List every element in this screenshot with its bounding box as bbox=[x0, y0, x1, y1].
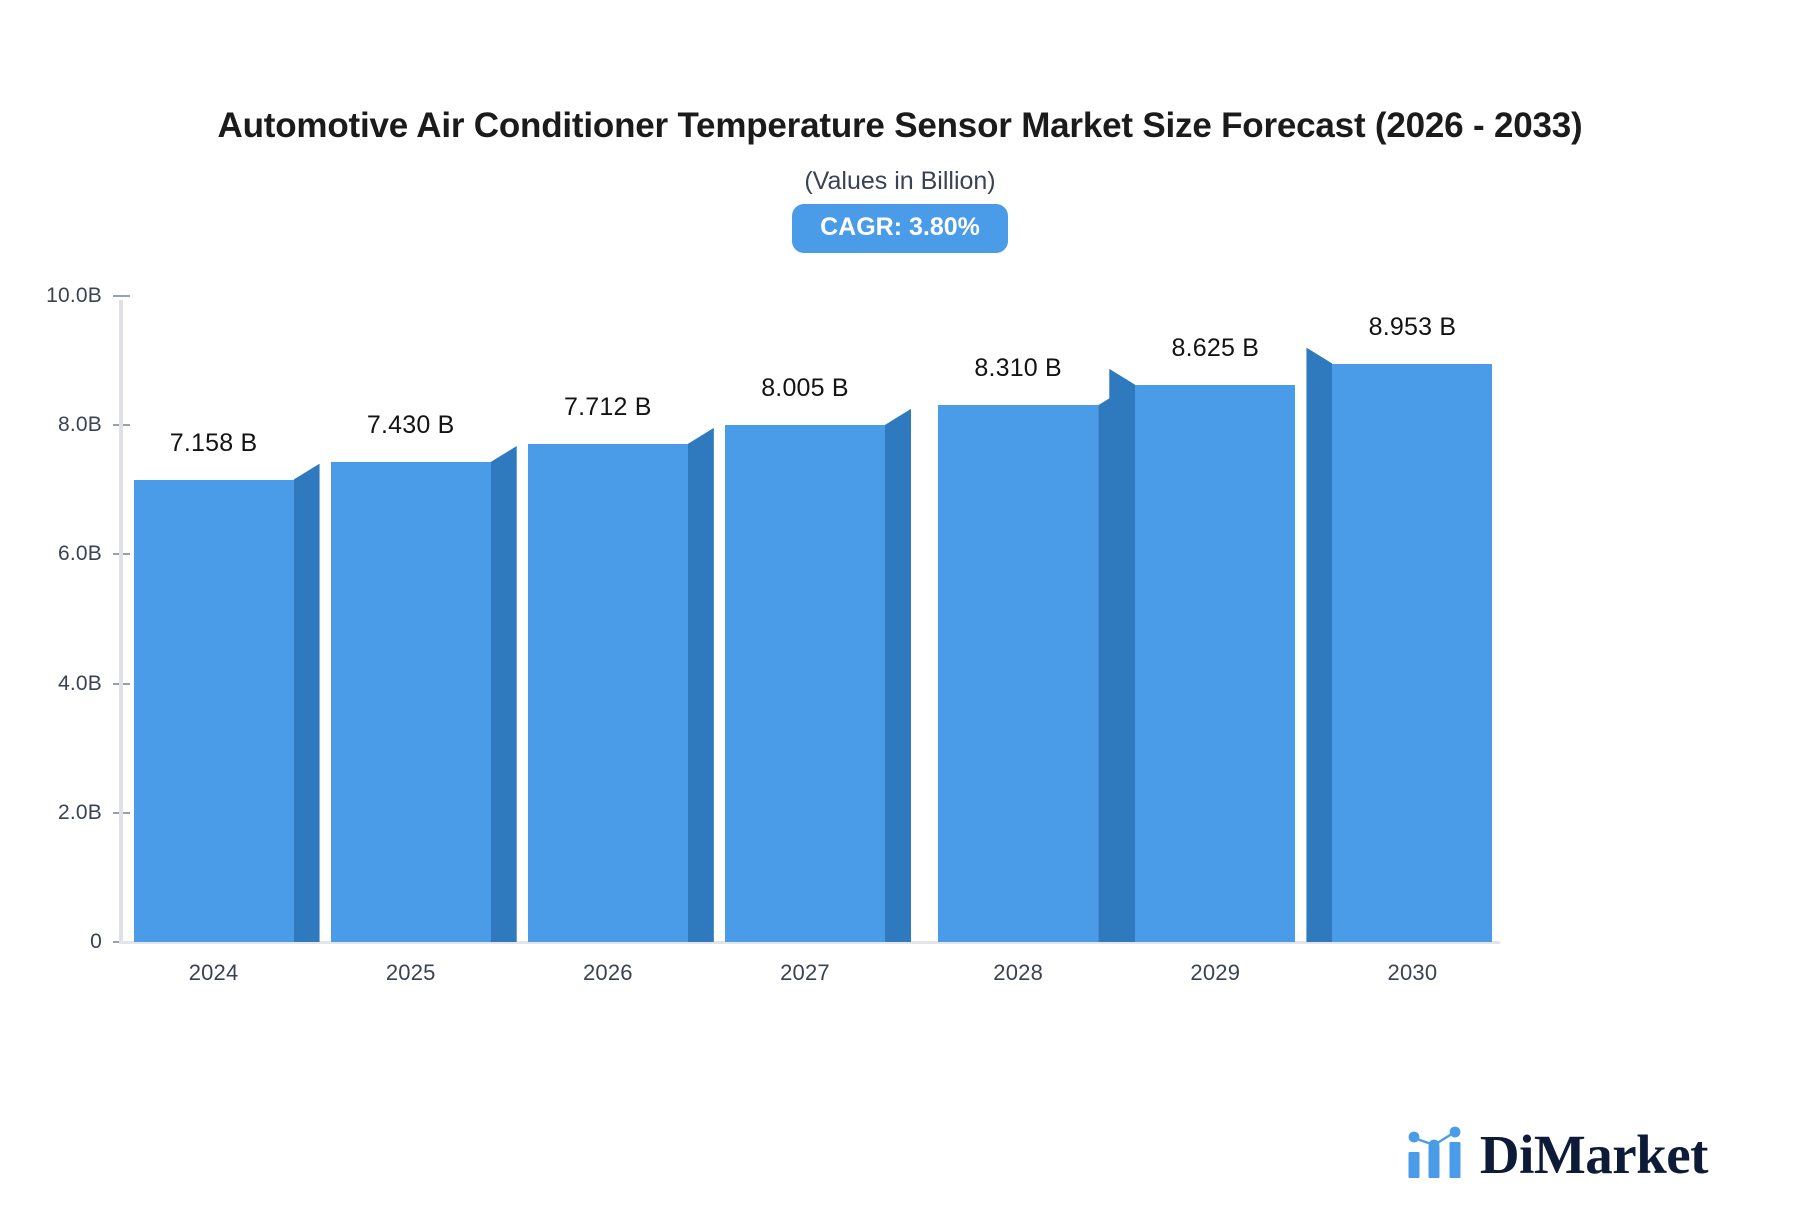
bar-side-face bbox=[1306, 347, 1333, 942]
bar-column[interactable]: 8.953 B bbox=[1306, 296, 1493, 942]
x-axis-tick-label: 2025 bbox=[385, 960, 436, 985]
bar-side-face bbox=[885, 408, 911, 942]
bar-column[interactable]: 7.712 B bbox=[527, 296, 714, 942]
y-axis-tick: 10.0B bbox=[0, 284, 130, 308]
cagr-badge: CAGR: 3.80% bbox=[792, 203, 1008, 253]
bar-front-face bbox=[725, 424, 885, 942]
bar-column[interactable]: 8.310 B bbox=[938, 296, 1125, 942]
bar[interactable] bbox=[725, 408, 911, 942]
x-axis-tick-label: 2028 bbox=[993, 960, 1044, 985]
bar-side-face bbox=[687, 427, 714, 942]
y-axis-line bbox=[119, 300, 123, 942]
y-axis-tick: 6.0B bbox=[0, 542, 130, 566]
bar-value-label: 7.158 B bbox=[169, 428, 258, 457]
y-axis-tick-label: 8.0B bbox=[58, 413, 102, 437]
bar-side-face bbox=[293, 463, 320, 942]
bar-front-face bbox=[1332, 363, 1493, 942]
y-axis-tick-label: 6.0B bbox=[58, 542, 102, 566]
bar[interactable] bbox=[1306, 347, 1493, 942]
bar-side-face bbox=[1109, 368, 1136, 942]
bar[interactable] bbox=[527, 427, 714, 942]
x-axis-tick-label: 2024 bbox=[188, 960, 239, 985]
bar-chart-icon bbox=[1406, 1125, 1464, 1184]
chart-subtitle: (Values in Billion) bbox=[804, 166, 996, 195]
bar-front-face bbox=[938, 405, 1099, 942]
bar[interactable] bbox=[133, 463, 320, 942]
bar-value-label: 7.712 B bbox=[564, 392, 652, 421]
bar[interactable] bbox=[330, 446, 517, 942]
page-title: Automotive Air Conditioner Temperature S… bbox=[217, 106, 1583, 145]
bar-value-label: 8.953 B bbox=[1368, 312, 1457, 341]
bar-front-face bbox=[133, 479, 294, 942]
x-axis-tick-label: 2029 bbox=[1190, 960, 1241, 985]
y-axis-tick-mark bbox=[113, 295, 130, 297]
bar-column[interactable]: 7.430 B bbox=[330, 296, 517, 942]
y-axis: 0 2.0B 4.0B 6.0B 8.0B 10.0B bbox=[0, 284, 130, 953]
x-axis-tick-label: 2026 bbox=[582, 960, 633, 985]
bar-front-face bbox=[1135, 384, 1296, 942]
bar-column[interactable]: 8.005 B bbox=[725, 296, 911, 942]
bar-value-label: 7.430 B bbox=[366, 411, 455, 440]
y-axis-tick: 0 bbox=[0, 930, 130, 954]
y-axis-tick: 2.0B bbox=[0, 801, 130, 825]
y-axis-tick-label: 4.0B bbox=[58, 671, 102, 695]
bar[interactable] bbox=[938, 389, 1125, 942]
bar-column[interactable]: 8.625 B bbox=[1109, 296, 1296, 942]
bar-value-label: 8.310 B bbox=[974, 354, 1062, 383]
dimarket-logo: DiMarket bbox=[1406, 1124, 1709, 1185]
bar-side-face bbox=[490, 446, 517, 942]
y-axis-tick-label: 2.0B bbox=[58, 800, 102, 824]
y-axis-tick: 8.0B bbox=[0, 413, 130, 437]
bar-front-face bbox=[330, 462, 491, 942]
y-axis-tick-label: 10.0B bbox=[46, 284, 102, 307]
bar-front-face bbox=[527, 443, 688, 942]
bar-column[interactable]: 7.158 B bbox=[133, 296, 320, 942]
bar-series: 7.158 B 7.430 B 7.712 B 8.005 B 8.310 B 8.625… bbox=[123, 296, 1503, 942]
chart-header: Automotive Air Conditioner Temperature S… bbox=[120, 104, 1680, 253]
x-axis-tick-label: 2027 bbox=[780, 960, 830, 985]
logo-wordmark: DiMarket bbox=[1479, 1124, 1709, 1185]
plot-area: 0 2.0B 4.0B 6.0B 8.0B 10.0B 7.158 B 7.430 B 7.7… bbox=[0, 284, 1800, 996]
x-axis-tick-label: 2030 bbox=[1387, 960, 1438, 985]
bar-value-label: 8.625 B bbox=[1171, 333, 1260, 362]
x-axis: 2024 2025 2026 2027 2028 2029 2030 bbox=[123, 960, 1503, 1000]
bar[interactable] bbox=[1109, 368, 1296, 942]
y-axis-tick: 4.0B bbox=[0, 672, 130, 696]
bar-value-label: 8.005 B bbox=[761, 373, 849, 402]
y-axis-tick-label: 0 bbox=[90, 930, 102, 953]
x-axis-line bbox=[119, 941, 1500, 944]
